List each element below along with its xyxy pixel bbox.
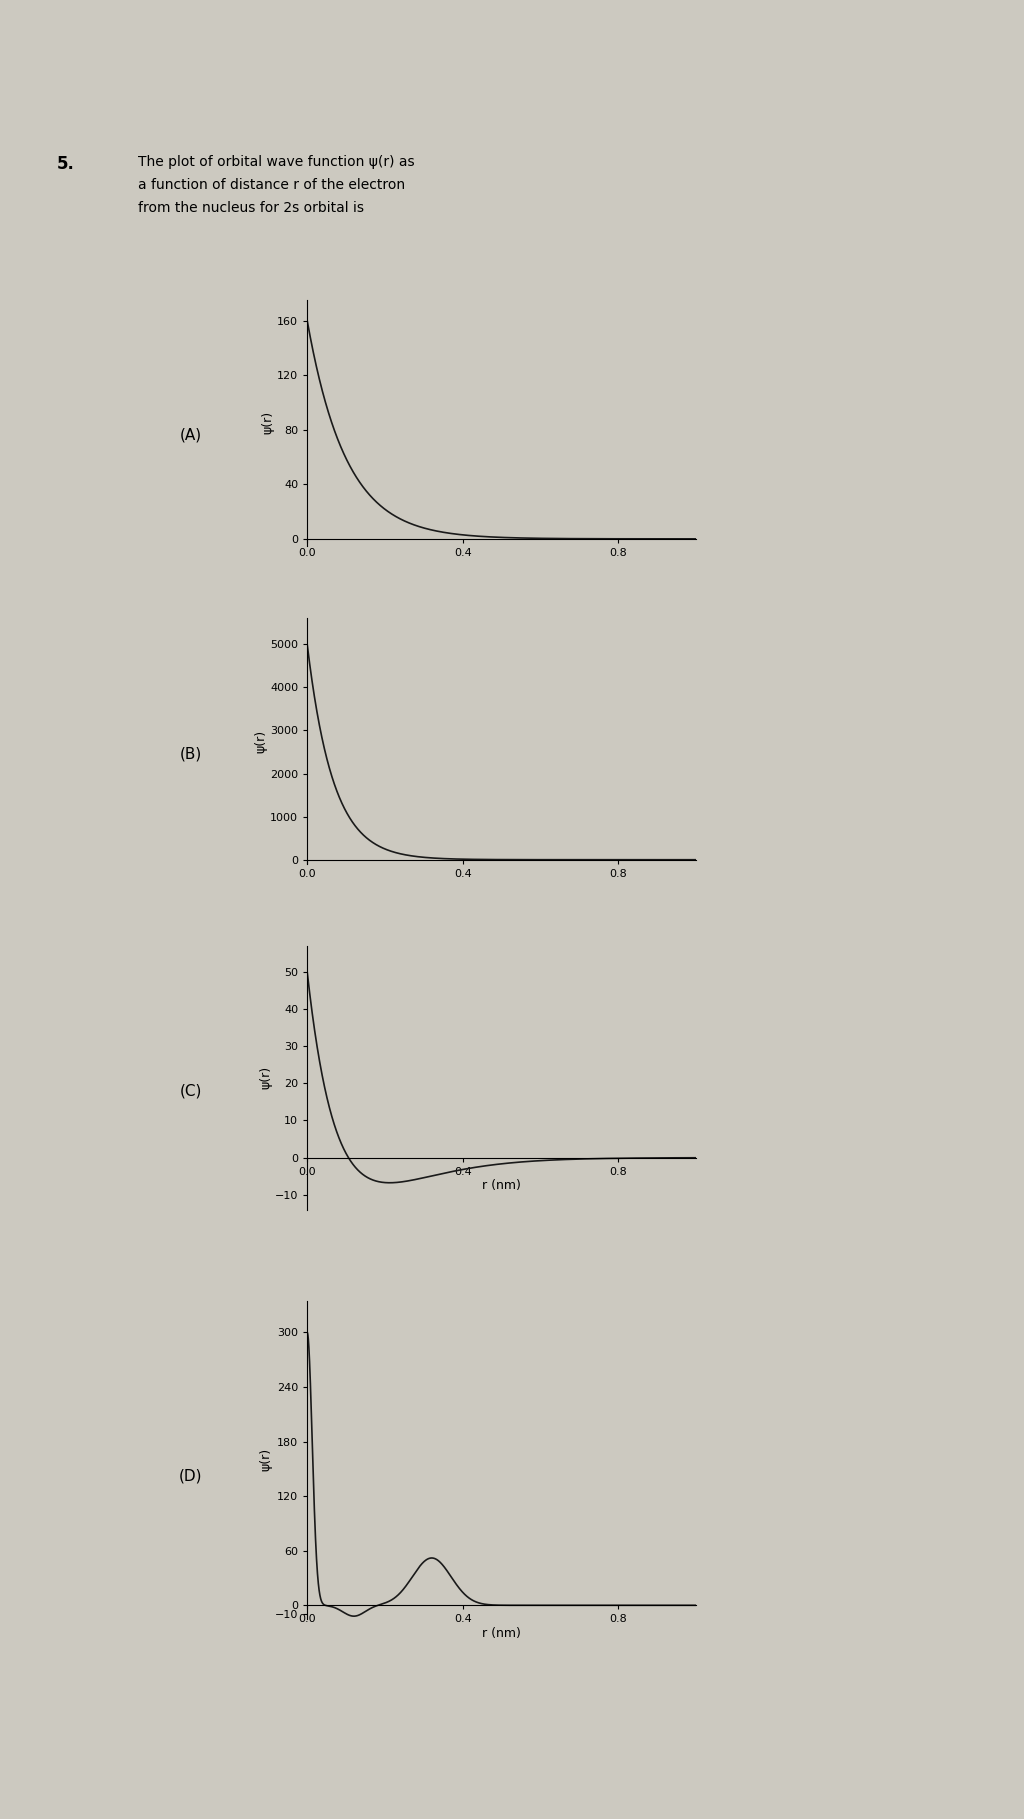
X-axis label: r (nm): r (nm) xyxy=(482,1626,521,1641)
Y-axis label: ψ(r): ψ(r) xyxy=(259,1066,272,1090)
Y-axis label: ψ(r): ψ(r) xyxy=(261,411,274,435)
Y-axis label: ψ(r): ψ(r) xyxy=(254,729,267,753)
Y-axis label: ψ(r): ψ(r) xyxy=(259,1448,272,1472)
X-axis label: r (nm): r (nm) xyxy=(482,1179,521,1193)
Text: (B): (B) xyxy=(179,746,202,760)
Text: (D): (D) xyxy=(179,1468,202,1482)
Text: (C): (C) xyxy=(179,1084,202,1099)
Text: 5.: 5. xyxy=(56,155,74,173)
Text: The plot of orbital wave function ψ(r) as
a function of distance r of the electr: The plot of orbital wave function ψ(r) a… xyxy=(138,155,415,215)
Text: (A): (A) xyxy=(179,427,202,442)
